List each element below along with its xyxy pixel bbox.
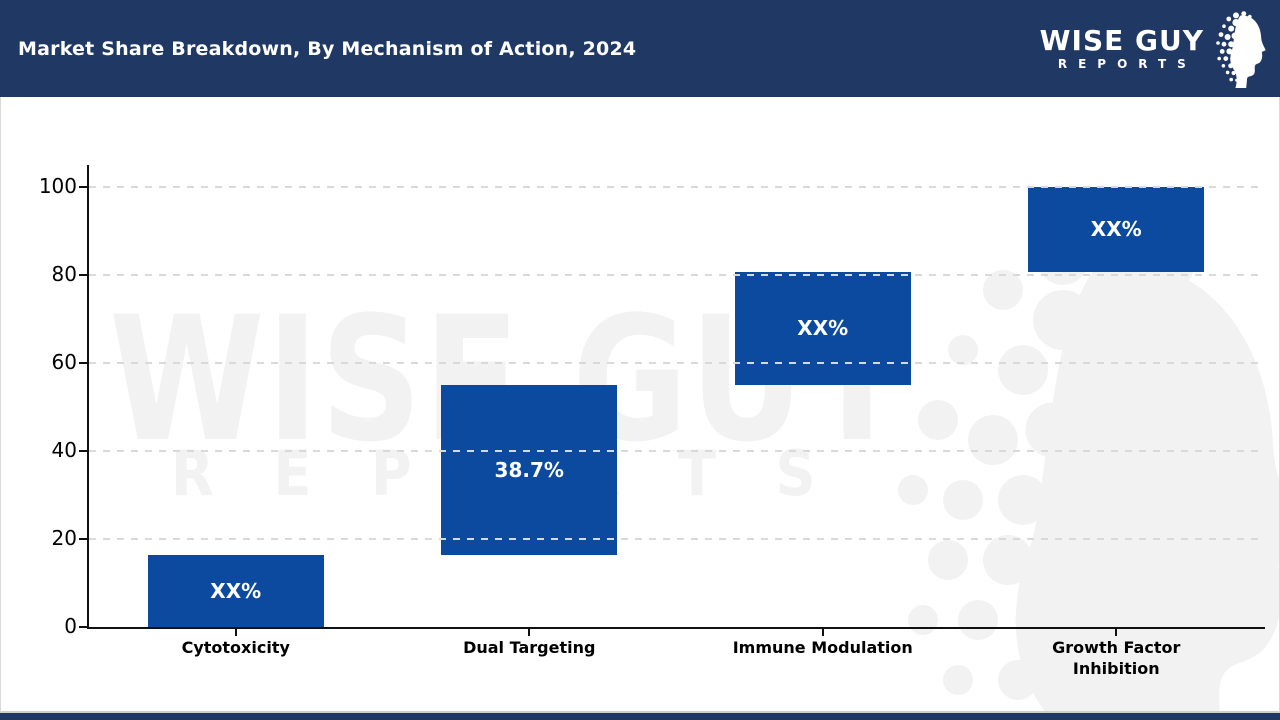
brand-wordmark: WISE GUY REPORTS [1039,23,1204,72]
y-tick-label: 80 [51,262,77,286]
category-label-growth-factor-inhibition: Growth Factor Inhibition [1052,638,1181,678]
x-axis-line [87,627,1265,629]
y-axis-line [87,165,89,629]
gridline-100 [89,186,1263,188]
y-tick-label: 0 [64,614,77,638]
bar-value-label: 38.7% [494,458,564,483]
gridline-80 [89,274,1263,276]
gridline-40 [89,450,1263,452]
gridline-60 [89,362,1263,364]
brand-subname: REPORTS [1057,56,1197,71]
brand-name: WISE GUY [1039,23,1204,57]
brand-head-icon [1206,9,1266,89]
category-label-dual-targeting: Dual Targeting [463,638,596,657]
x-tick-mark [821,629,824,636]
chart-panel: WISE GUY REPORTS 020406080100XX%Cytotoxi… [0,97,1280,713]
x-tick-mark [528,629,531,636]
bar-growth-factor-inhibition: XX% [1028,187,1205,272]
chart-title: Market Share Breakdown, By Mechanism of … [18,37,637,60]
bar-value-label: XX% [1090,217,1142,242]
footer-bar [0,713,1280,720]
y-tick-label: 20 [51,526,77,550]
x-tick-mark [1115,629,1118,636]
bar-immune-modulation: XX% [734,271,911,385]
y-tick-mark [79,626,87,628]
brand-logo: WISE GUY REPORTS [1040,9,1280,89]
y-tick-mark [79,450,87,452]
y-tick-label: 60 [51,350,77,374]
bar-value-label: XX% [797,316,849,341]
bar-cytotoxicity: XX% [147,555,324,627]
bar-value-label: XX% [210,579,262,604]
plot-area: 0 20 40 60 80 100 XX% Cytotoxicity 38.7% Dual Tar… [1,97,1279,711]
bar-dual-targeting: 38.7% [441,385,618,556]
x-tick-mark [234,629,237,636]
gridline-20 [89,538,1263,540]
y-tick-mark [79,186,87,188]
category-label-cytotoxicity: Cytotoxicity [181,638,290,657]
y-tick-mark [79,274,87,276]
category-label-immune-modulation: Immune Modulation [732,638,913,657]
y-tick-mark [79,362,87,364]
y-tick-label: 100 [38,174,77,198]
y-tick-label: 40 [51,438,77,462]
header-bar: Market Share Breakdown, By Mechanism of … [0,0,1280,97]
y-tick-mark [79,538,87,540]
